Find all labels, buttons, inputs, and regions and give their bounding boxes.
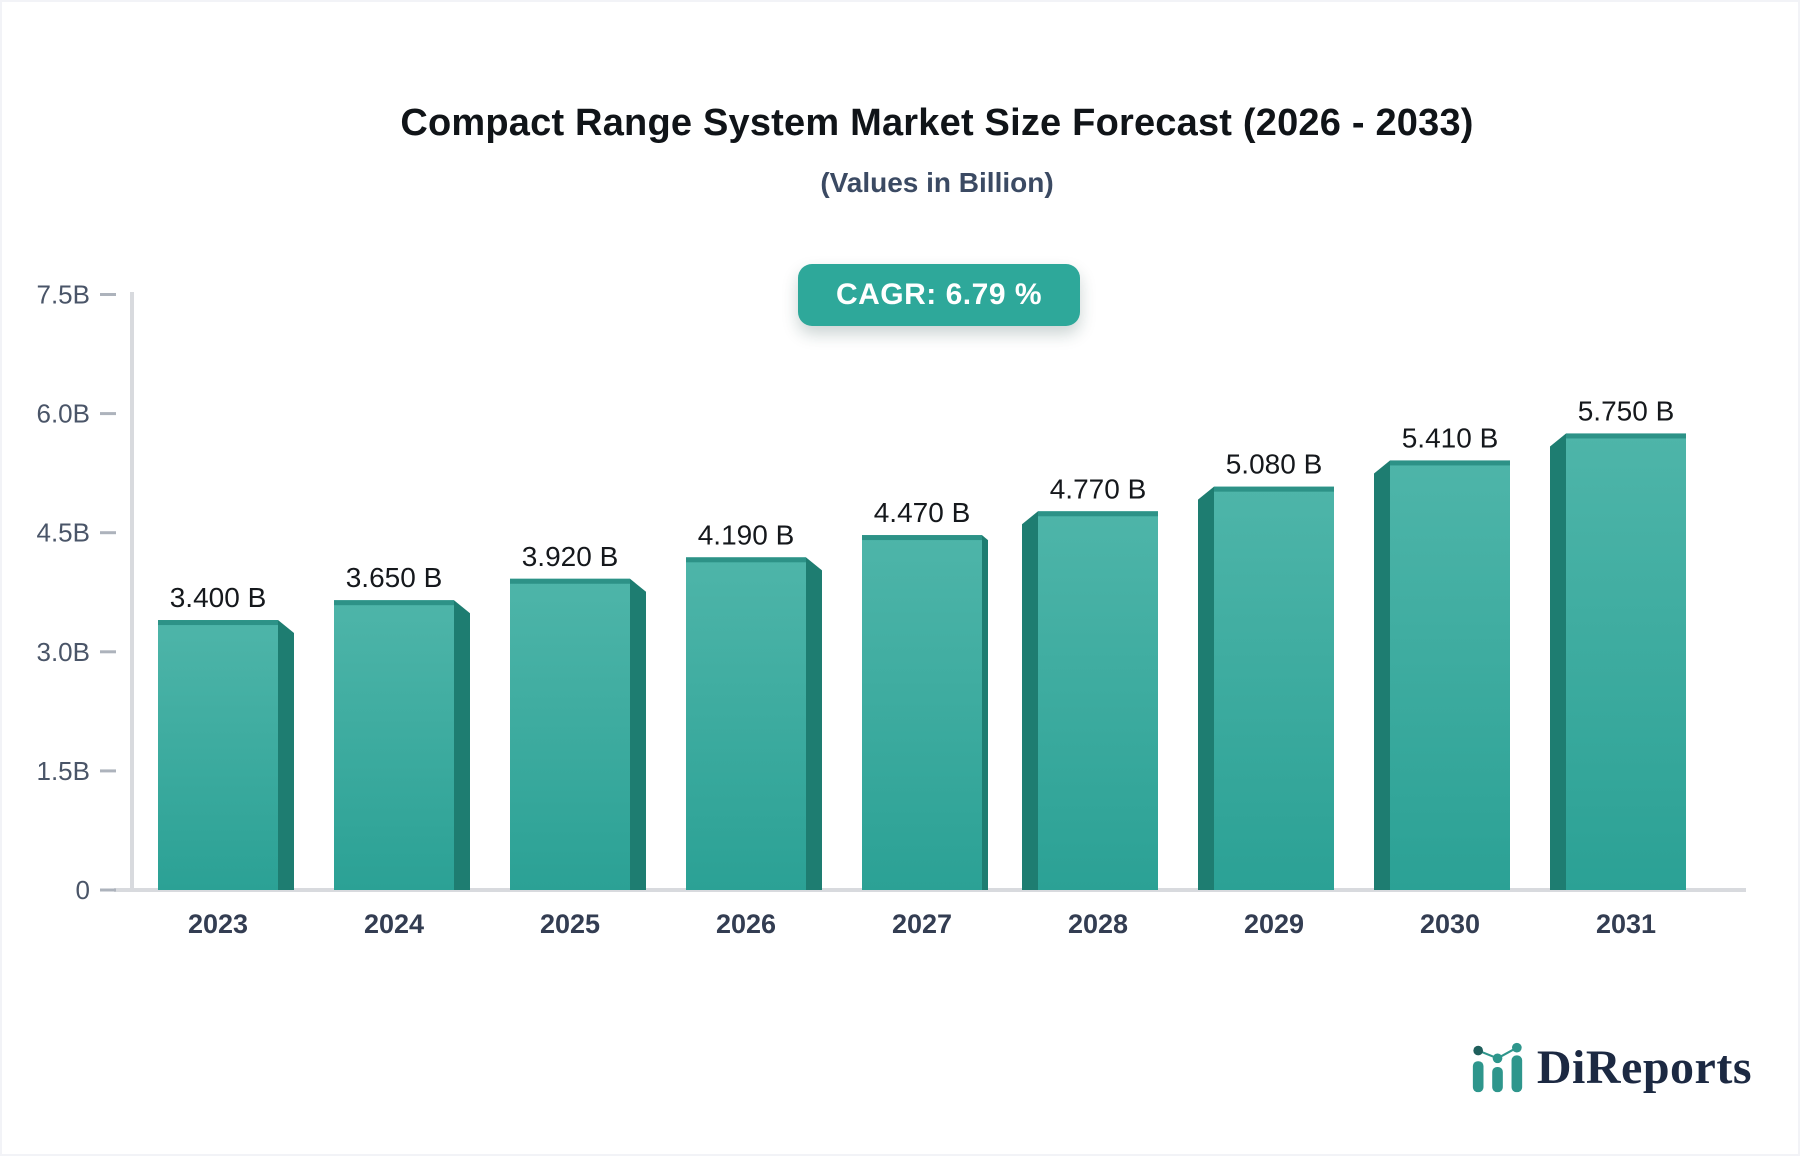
bar-value-label: 3.920 B	[522, 541, 619, 572]
bar-2029: 5.080 B 2029	[1198, 449, 1334, 939]
bar-value-label: 5.410 B	[1402, 422, 1499, 453]
bar-side-face	[1198, 486, 1214, 890]
chart-title: Compact Range System Market Size Forecas…	[400, 102, 1474, 144]
bar-front-face	[686, 557, 806, 890]
bar-top-edge	[334, 600, 454, 606]
x-axis-label: 2029	[1244, 909, 1304, 939]
bar-front-face	[1214, 486, 1334, 890]
x-axis-label: 2027	[892, 909, 952, 939]
bar-2027: 4.470 B 2027	[862, 497, 988, 939]
x-axis-label: 2025	[540, 909, 600, 939]
x-axis-label: 2030	[1420, 909, 1480, 939]
brand-name: DiReports	[1536, 1040, 1752, 1094]
y-tick-label: 6.0B	[37, 399, 91, 429]
bar-side-face	[982, 535, 988, 890]
bar-front-face	[158, 620, 278, 890]
bar-2028: 4.770 B 2028	[1022, 473, 1158, 939]
brand-logo: DiReports	[1469, 1030, 1752, 1104]
x-axis-label: 2026	[716, 909, 776, 939]
bar-front-face	[1390, 460, 1510, 890]
bar-front-face	[862, 535, 982, 890]
bar-side-face	[1550, 433, 1566, 890]
bar-2025: 3.920 B 2025	[510, 541, 646, 939]
y-tick-label: 1.5B	[37, 756, 91, 786]
bar-side-face	[630, 578, 646, 890]
bars: 3.400 B 2023 3.650 B 2024 3.920 B 2025 4.190 B…	[158, 395, 1686, 939]
bar-value-label: 4.190 B	[698, 519, 795, 550]
bar-side-face	[278, 620, 294, 890]
bar-top-edge	[862, 535, 982, 541]
bar-side-face	[1374, 460, 1390, 890]
bar-value-label: 4.470 B	[874, 497, 971, 528]
bar-top-edge	[1214, 486, 1334, 492]
bar-side-face	[1022, 511, 1038, 890]
x-axis-label: 2024	[364, 909, 424, 939]
x-axis-label: 2031	[1596, 909, 1656, 939]
y-tick-label: 0	[76, 875, 90, 905]
bar-top-edge	[158, 620, 278, 626]
bar-top-edge	[1566, 433, 1686, 439]
bar-2030: 5.410 B 2030	[1374, 422, 1510, 939]
x-axis-label: 2023	[188, 909, 248, 939]
y-tick-label: 4.5B	[37, 518, 91, 548]
bar-front-face	[1038, 511, 1158, 890]
bar-2031: 5.750 B 2031	[1550, 395, 1686, 939]
bar-2023: 3.400 B 2023	[158, 582, 294, 939]
bar-top-edge	[1390, 460, 1510, 466]
chart-subtitle: (Values in Billion)	[820, 167, 1054, 198]
bar-front-face	[510, 578, 630, 890]
bar-side-face	[454, 600, 470, 890]
chart-header: Compact Range System Market Size Forecas…	[82, 102, 1792, 199]
bar-front-face	[1566, 433, 1686, 890]
bar-2024: 3.650 B 2024	[334, 562, 470, 939]
y-tick-label: 3.0B	[37, 637, 91, 667]
cagr-badge-label: CAGR: 6.79 %	[835, 278, 1043, 311]
y-tick-label: 7.5B	[37, 280, 91, 310]
bar-top-edge	[1038, 511, 1158, 517]
bar-value-label: 3.400 B	[170, 582, 267, 613]
bar-value-label: 5.750 B	[1578, 395, 1675, 426]
bar-value-label: 3.650 B	[346, 562, 443, 593]
bar-2026: 4.190 B 2026	[686, 519, 822, 939]
bar-value-label: 5.080 B	[1226, 449, 1323, 480]
bar-value-label: 4.770 B	[1050, 473, 1147, 504]
bar-top-edge	[510, 578, 630, 584]
bar-front-face	[334, 600, 454, 890]
bar-line-chart-icon	[1472, 1042, 1523, 1093]
cagr-badge: CAGR: 6.79 %	[798, 264, 1080, 326]
bar-side-face	[806, 557, 822, 890]
bar-top-edge	[686, 557, 806, 563]
x-axis-label: 2028	[1068, 909, 1128, 939]
